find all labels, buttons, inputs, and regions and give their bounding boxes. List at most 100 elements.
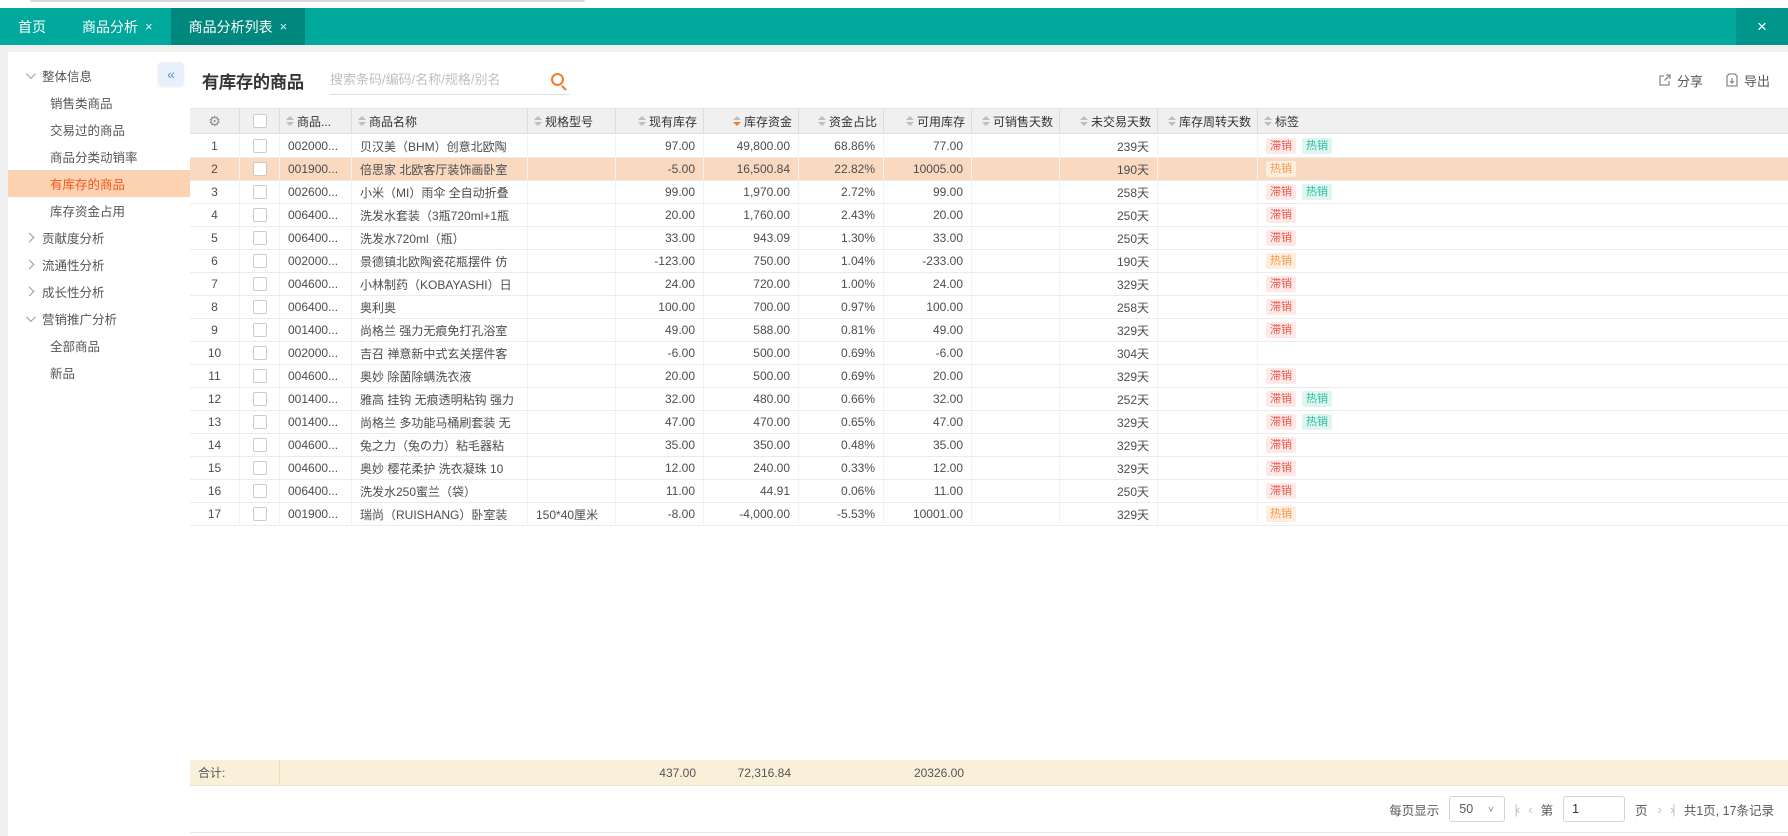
table-row[interactable]: 5 006400... 洗发水720ml（瓶） 33.00 943.09 1.30% 33.… — [190, 227, 1788, 250]
table-row[interactable]: 11 004600... 奥妙 除菌除螨洗衣液 20.00 500.00 0.69% 20.… — [190, 365, 1788, 388]
sort-icon[interactable] — [1079, 116, 1088, 126]
last-page-button[interactable]: ›| — [1669, 801, 1676, 817]
table-row[interactable]: 3 002600... 小米（MI）雨伞 全自动折叠 99.00 1,970.00 2.7… — [190, 181, 1788, 204]
cell-ratio: 1.30% — [799, 227, 884, 249]
tab-商品分析[interactable]: 商品分析 × — [64, 8, 171, 45]
table-row[interactable]: 12 001400... 雅高 挂钩 无痕透明粘钩 强力 32.00 480.00 0.6… — [190, 388, 1788, 411]
table-row[interactable]: 17 001900... 瑞尚（RUISHANG）卧室装 150*40厘米 -8.00-… — [190, 503, 1788, 526]
row-checkbox[interactable] — [252, 346, 267, 360]
close-all-tabs-button[interactable]: × — [1736, 8, 1788, 45]
tab-商品分析列表[interactable]: 商品分析列表 × — [170, 8, 306, 45]
table-row[interactable]: 2 001900... 倍思家 北欧客厅装饰画卧室 -5.00 16,500.84 22.… — [190, 158, 1788, 181]
cell-rownum: 14 — [190, 434, 240, 456]
sidebar-item-新品[interactable]: 新品 — [8, 359, 190, 386]
row-checkbox[interactable] — [252, 208, 267, 222]
sort-icon[interactable] — [358, 116, 366, 126]
sidebar-item-流通性分析[interactable]: 流通性分析 — [8, 251, 190, 278]
sidebar-item-贡献度分析[interactable]: 贡献度分析 — [8, 224, 190, 251]
bottom-divider — [190, 832, 1788, 833]
row-checkbox[interactable] — [252, 254, 267, 268]
chevron-right-icon[interactable] — [24, 232, 35, 243]
cell-code: 001900... — [280, 158, 352, 180]
col-header-sell_days[interactable]: 可销售天数 — [972, 109, 1060, 133]
tab-首页[interactable]: 首页 — [0, 8, 64, 45]
row-checkbox[interactable] — [252, 484, 267, 498]
gear-icon[interactable]: ⚙ — [208, 112, 221, 129]
cell-code: 004600... — [280, 273, 352, 295]
table-row[interactable]: 7 004600... 小林制药（KOBAYASHI）日 24.00 720.00 1.0… — [190, 273, 1788, 296]
chevron-down-icon[interactable] — [25, 312, 36, 323]
sort-icon[interactable] — [534, 116, 542, 126]
cell-sell_days — [972, 158, 1060, 180]
row-checkbox[interactable] — [252, 415, 267, 429]
row-checkbox[interactable] — [252, 461, 267, 475]
sidebar-item-库存资金占用[interactable]: 库存资金占用 — [8, 197, 190, 224]
sort-icon[interactable] — [817, 116, 826, 126]
sidebar-item-全部商品[interactable]: 全部商品 — [8, 332, 190, 359]
chevron-right-icon[interactable] — [24, 286, 35, 297]
page-size-select[interactable]: 50 ∨ — [1449, 796, 1505, 822]
col-header-turnover_days[interactable]: 库存周转天数 — [1158, 109, 1258, 133]
sort-icon[interactable] — [1167, 116, 1176, 126]
table-row[interactable]: 9 001400... 尚格兰 强力无痕免打孔浴室 49.00 588.00 0.81% 4… — [190, 319, 1788, 342]
row-checkbox[interactable] — [252, 139, 267, 153]
export-button[interactable]: 导出 — [1725, 71, 1770, 90]
cell-stock: -8.00 — [616, 503, 704, 525]
prev-page-button[interactable]: ‹ — [1528, 801, 1533, 817]
table-row[interactable]: 4 006400... 洗发水套装（3瓶720ml+1瓶 20.00 1,760.00 2… — [190, 204, 1788, 227]
table-row[interactable]: 15 004600... 奥妙 樱花柔护 洗衣凝珠 10 12.00 240.00 0.3… — [190, 457, 1788, 480]
tab-close-icon[interactable]: × — [145, 19, 153, 34]
row-checkbox[interactable] — [252, 369, 267, 383]
sort-icon[interactable] — [637, 116, 646, 126]
row-checkbox[interactable] — [252, 162, 267, 176]
share-button[interactable]: 分享 — [1658, 71, 1703, 90]
row-checkbox[interactable] — [252, 277, 267, 291]
select-all-checkbox[interactable] — [252, 114, 267, 128]
col-header-no_trade_days[interactable]: 未交易天数 — [1060, 109, 1158, 133]
table-row[interactable]: 14 004600... 兔之力（兔の力）粘毛器粘 35.00 350.00 0.48% 3… — [190, 434, 1788, 457]
sort-icon[interactable] — [732, 116, 741, 126]
chevron-down-icon[interactable] — [25, 69, 36, 80]
row-checkbox[interactable] — [252, 185, 267, 199]
col-header-spec[interactable]: 规格型号 — [528, 109, 616, 133]
sidebar-item-交易过的商品[interactable]: 交易过的商品 — [8, 116, 190, 143]
sort-icon[interactable] — [981, 116, 990, 126]
col-header-stock[interactable]: 现有库存 — [616, 109, 704, 133]
page-number-input[interactable] — [1563, 796, 1626, 822]
tab-close-icon[interactable]: × — [279, 19, 288, 34]
sort-icon[interactable] — [1264, 116, 1272, 126]
sidebar-item-有库存的商品[interactable]: 有库存的商品 — [8, 170, 190, 197]
tag-slow: 滞销 — [1266, 299, 1296, 315]
col-header-name[interactable]: 商品名称 — [352, 109, 528, 133]
search-input[interactable] — [330, 72, 545, 87]
row-checkbox[interactable] — [252, 300, 267, 314]
col-header-ratio[interactable]: 资金占比 — [799, 109, 884, 133]
table-row[interactable]: 16 006400... 洗发水250蜜兰（袋） 11.00 44.91 0.06% 11.… — [190, 480, 1788, 503]
col-header-available[interactable]: 可用库存 — [884, 109, 972, 133]
table-row[interactable]: 10 002000... 吉召 禅意新中式玄关摆件客 -6.00 500.00 0.69%… — [190, 342, 1788, 365]
col-header-code[interactable]: 商品... — [280, 109, 352, 133]
sidebar-item-成长性分析[interactable]: 成长性分析 — [8, 278, 190, 305]
table-row[interactable]: 8 006400... 奥利奥 100.00 700.00 0.97% 100.00 258天… — [190, 296, 1788, 319]
col-header-fund[interactable]: 库存资金 — [704, 109, 799, 133]
sidebar-item-营销推广分析[interactable]: 营销推广分析 — [8, 305, 190, 332]
sort-icon[interactable] — [905, 116, 914, 126]
next-page-button[interactable]: › — [1657, 801, 1663, 817]
row-checkbox[interactable] — [252, 507, 267, 521]
table-row[interactable]: 13 001400... 尚格兰 多功能马桶刷套装 无 47.00 470.00 0.65… — [190, 411, 1788, 434]
table-row[interactable]: 6 002000... 景德镇北欧陶瓷花瓶摆件 仿 -123.00 750.00 1.04… — [190, 250, 1788, 273]
sidebar-item-销售类商品[interactable]: 销售类商品 — [8, 89, 190, 116]
sort-icon[interactable] — [286, 116, 294, 126]
row-checkbox[interactable] — [252, 438, 267, 452]
sidebar-collapse-button[interactable]: « — [158, 62, 184, 86]
row-checkbox[interactable] — [252, 231, 267, 245]
table-row[interactable]: 1 002000... 贝汉美（BHM）创意北欧陶 97.00 49,800.00 68.… — [190, 135, 1788, 158]
chevron-right-icon[interactable] — [24, 259, 35, 270]
row-checkbox[interactable] — [252, 392, 267, 406]
search-icon[interactable] — [551, 73, 564, 86]
sidebar-item-整体信息[interactable]: 整体信息 — [8, 62, 190, 89]
first-page-button[interactable]: |‹ — [1514, 801, 1521, 817]
sidebar-item-商品分类动销率[interactable]: 商品分类动销率 — [8, 143, 190, 170]
row-checkbox[interactable] — [252, 323, 267, 337]
col-header-tags[interactable]: 标签 — [1258, 109, 1788, 133]
